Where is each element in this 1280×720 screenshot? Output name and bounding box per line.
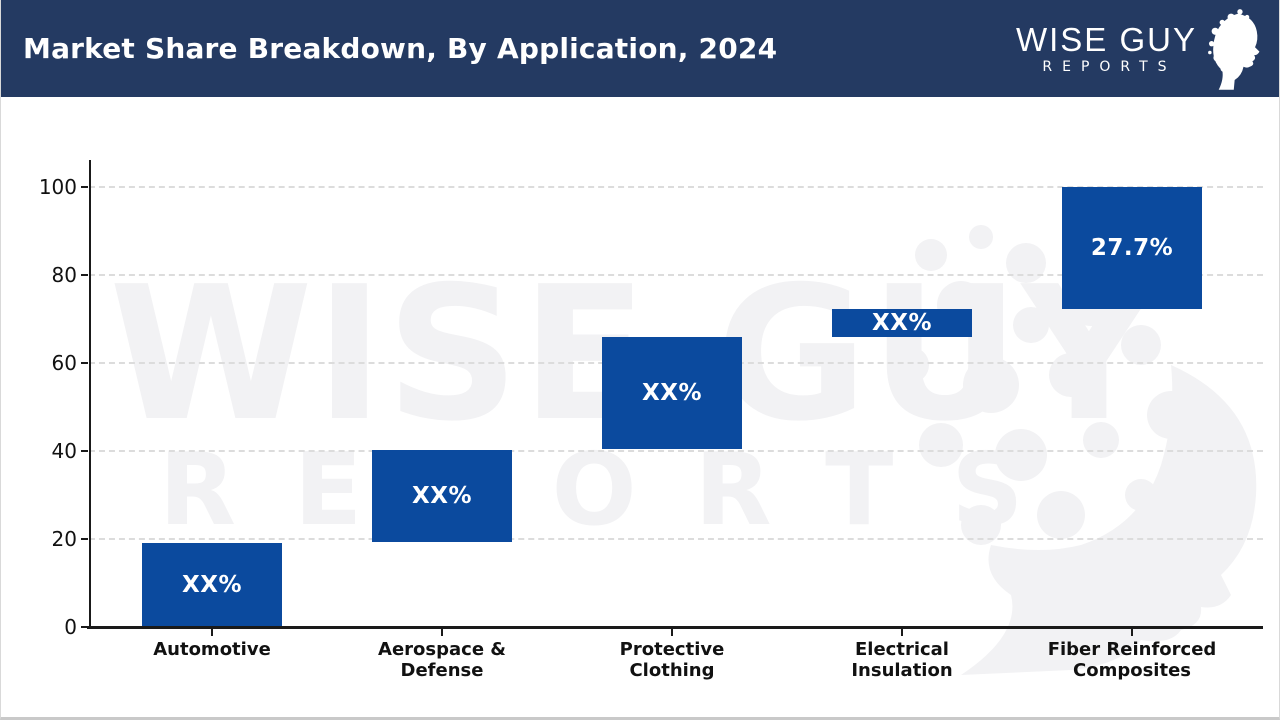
bar-electrical: XX%: [832, 308, 972, 337]
y-tick-label-40: 40: [51, 439, 77, 463]
logo-subtitle: REPORTS: [1042, 59, 1177, 75]
gridline-20: [89, 538, 1263, 540]
gridline-40: [89, 450, 1263, 452]
logo-wordmark: WISE GUY: [1015, 21, 1197, 58]
y-tick-label-20: 20: [51, 527, 77, 551]
x-tick-2: [671, 629, 673, 636]
bar-value-label: XX%: [641, 379, 702, 406]
y-tick-20: [81, 538, 88, 540]
header-bar: Market Share Breakdown, By Application, …: [1, 0, 1279, 97]
y-tick-60: [81, 362, 88, 364]
x-tick-4: [1131, 629, 1133, 636]
bar-value-label: 27.7%: [1090, 234, 1174, 261]
bar-automotive: XX%: [142, 543, 282, 627]
y-tick-label-100: 100: [38, 175, 77, 199]
x-axis-line: [87, 626, 1263, 629]
y-tick-80: [81, 274, 88, 276]
category-label-0: Automotive: [153, 639, 271, 660]
bar-value-label: XX%: [411, 483, 472, 510]
wise-guy-reports-logo: WISE GUY REPORTS: [1016, 7, 1263, 91]
x-tick-0: [211, 629, 213, 636]
bar-fiber-reinforced: 27.7%: [1062, 187, 1202, 309]
watermark-face-icon: [893, 225, 1257, 675]
watermark-subtitle: REPORTS: [159, 431, 1082, 548]
bar-value-label: XX%: [181, 572, 242, 599]
y-tick-0: [81, 626, 88, 628]
y-tick-100: [81, 186, 88, 188]
bar-aerospace-: XX%: [372, 450, 512, 543]
category-label-4: Fiber Reinforced Composites: [1047, 639, 1217, 681]
bar-protective: XX%: [602, 336, 742, 449]
y-tick-label-0: 0: [64, 615, 77, 639]
gridline-80: [89, 274, 1263, 276]
y-tick-label-60: 60: [51, 351, 77, 375]
x-tick-3: [901, 629, 903, 636]
y-tick-label-80: 80: [51, 263, 77, 287]
y-axis-line: [89, 160, 91, 629]
category-label-3: Electrical Insulation: [851, 639, 953, 681]
category-label-2: Protective Clothing: [619, 639, 725, 681]
bar-value-label: XX%: [871, 309, 932, 336]
y-tick-40: [81, 450, 88, 452]
category-label-1: Aerospace & Defense: [378, 639, 506, 681]
page-title: Market Share Breakdown, By Application, …: [23, 32, 778, 65]
gridline-100: [89, 186, 1263, 188]
x-tick-1: [441, 629, 443, 636]
logo-face-icon: [1208, 8, 1260, 90]
